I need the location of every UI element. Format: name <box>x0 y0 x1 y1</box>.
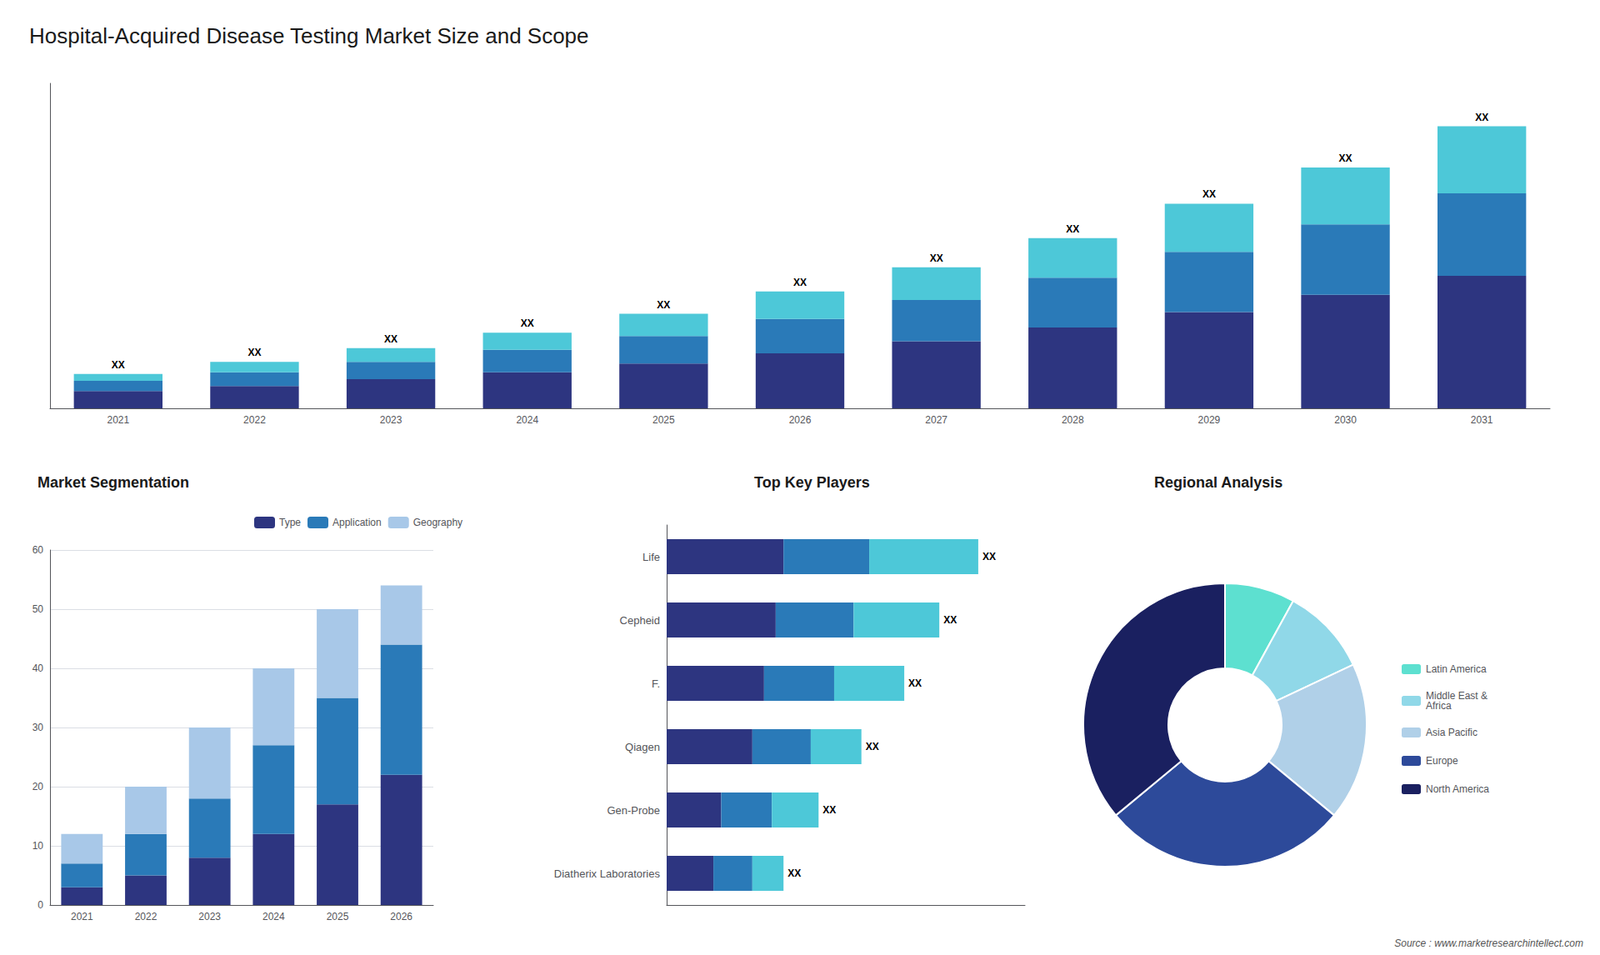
svg-text:F.: F. <box>651 677 660 690</box>
svg-text:Market Segmentation: Market Segmentation <box>37 474 190 491</box>
svg-text:2028: 2028 <box>1061 414 1085 426</box>
svg-text:XX: XX <box>793 276 807 289</box>
svg-text:Qiagen: Qiagen <box>625 740 660 754</box>
svg-text:Diatherix Laboratories: Diatherix Laboratories <box>554 867 661 880</box>
svg-text:2022: 2022 <box>243 414 266 426</box>
svg-text:Asia Pacific: Asia Pacific <box>1425 726 1478 739</box>
svg-text:XX: XX <box>943 614 957 626</box>
svg-text:XX: XX <box>1202 188 1216 200</box>
svg-text:60: 60 <box>32 544 45 556</box>
svg-text:2031: 2031 <box>1470 414 1494 426</box>
svg-text:XX: XX <box>247 346 261 359</box>
svg-text:North America: North America <box>1425 783 1490 795</box>
svg-text:2021: 2021 <box>106 414 130 426</box>
svg-text:2026: 2026 <box>789 414 812 426</box>
svg-text:Type: Type <box>279 516 301 529</box>
svg-text:2025: 2025 <box>326 910 350 923</box>
svg-text:Cepheid: Cepheid <box>620 614 660 627</box>
svg-text:10: 10 <box>32 840 45 852</box>
svg-text:XX: XX <box>982 550 996 563</box>
svg-text:XX: XX <box>1065 223 1080 235</box>
svg-text:2026: 2026 <box>390 910 413 923</box>
svg-text:2023: 2023 <box>198 910 221 923</box>
svg-text:2022: 2022 <box>135 910 158 923</box>
svg-text:20: 20 <box>32 780 45 793</box>
svg-text:Application: Application <box>332 516 382 529</box>
svg-text:30: 30 <box>32 721 45 734</box>
svg-text:XX: XX <box>908 677 922 690</box>
svg-text:0: 0 <box>37 899 44 911</box>
svg-text:2024: 2024 <box>515 414 539 426</box>
svg-text:Top Key Players: Top Key Players <box>754 474 870 491</box>
svg-text:2024: 2024 <box>262 910 285 923</box>
svg-text:Gen-Probe: Gen-Probe <box>606 804 660 817</box>
svg-text:XX: XX <box>787 867 801 880</box>
svg-text:XX: XX <box>1339 152 1353 165</box>
svg-text:XX: XX <box>1475 111 1489 124</box>
svg-text:Hospital-Acquired Disease Test: Hospital-Acquired Disease Testing Market… <box>29 23 590 49</box>
svg-text:XX: XX <box>930 252 944 265</box>
svg-text:40: 40 <box>32 662 45 675</box>
svg-text:2029: 2029 <box>1198 414 1221 426</box>
svg-text:XX: XX <box>822 804 836 816</box>
svg-text:2030: 2030 <box>1334 414 1357 426</box>
svg-text:Source : www.marketresearchint: Source : www.marketresearchintellect.com <box>1394 937 1584 950</box>
svg-text:2027: 2027 <box>925 414 948 426</box>
svg-text:XX: XX <box>865 740 880 753</box>
svg-text:Regional Analysis: Regional Analysis <box>1154 474 1283 491</box>
svg-text:Life: Life <box>642 550 660 564</box>
svg-text:50: 50 <box>32 603 45 615</box>
svg-text:2023: 2023 <box>380 414 403 426</box>
svg-text:2025: 2025 <box>652 414 675 426</box>
svg-text:Geography: Geography <box>413 516 463 529</box>
svg-text:Middle East &: Middle East & <box>1425 690 1488 702</box>
svg-text:Europe: Europe <box>1425 755 1459 767</box>
svg-text:Latin America: Latin America <box>1425 663 1487 675</box>
svg-text:XX: XX <box>384 333 398 345</box>
svg-text:XX: XX <box>656 299 670 311</box>
svg-text:XX: XX <box>111 359 125 371</box>
svg-text:XX: XX <box>520 317 535 330</box>
svg-text:Africa: Africa <box>1425 700 1452 712</box>
svg-text:2021: 2021 <box>70 910 94 923</box>
